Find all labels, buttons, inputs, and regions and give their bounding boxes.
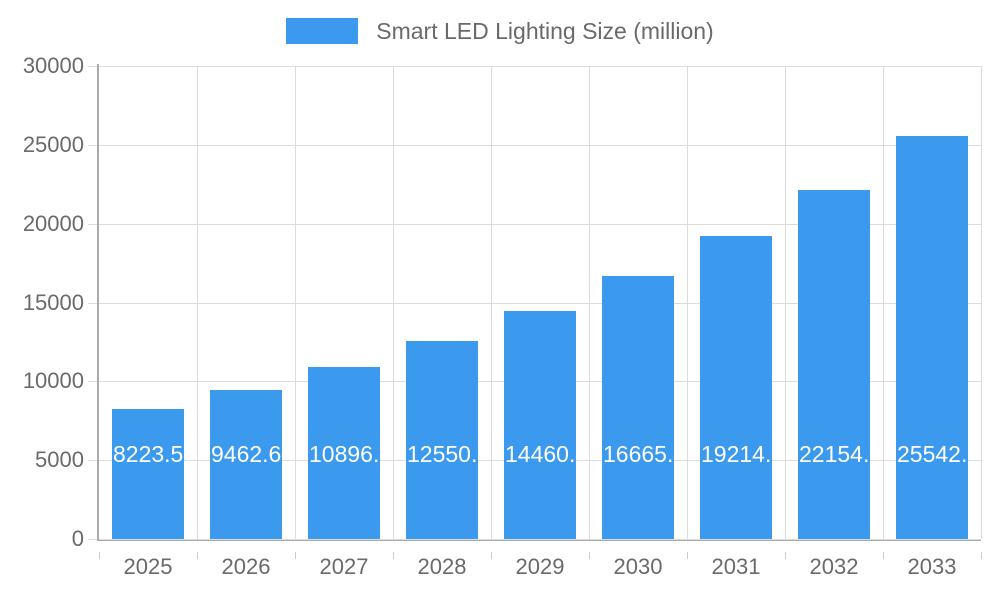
x-axis-tick-label: 2031 <box>711 554 761 579</box>
x-axis-tick-label: 2026 <box>221 554 271 579</box>
y-axis-tick-mark <box>88 66 98 67</box>
y-axis-tick-mark <box>88 460 98 462</box>
gridline-horizontal <box>99 145 981 146</box>
chart-legend[interactable]: Smart LED Lighting Size (million) <box>0 14 1000 48</box>
bar[interactable] <box>210 390 282 539</box>
y-axis-tick-label: 10000 <box>22 368 84 394</box>
y-axis-tick-mark <box>88 539 98 540</box>
bar[interactable] <box>406 341 478 539</box>
x-axis-tick-label: 2032 <box>809 554 859 579</box>
bar[interactable] <box>602 276 674 539</box>
legend-color-swatch[interactable] <box>286 18 359 44</box>
x-axis-tick-labels: 2025 2026 2027 2028 2029 2030 2031 2032 2033 <box>99 552 982 586</box>
plot-area: 8223.59462.610896.112550.814460.416665.4… <box>99 66 982 540</box>
legend-series-label[interactable]: Smart LED Lighting Size (million) <box>376 18 714 44</box>
gridline-vertical <box>785 66 786 539</box>
x-axis-tick-mark <box>687 552 688 559</box>
gridline-vertical <box>393 66 394 539</box>
x-axis-tick-label: 2030 <box>613 554 663 579</box>
x-axis-tick-mark <box>393 552 394 559</box>
y-axis-tick-label: 30000 <box>22 53 84 78</box>
bar[interactable] <box>798 190 870 539</box>
bar[interactable] <box>700 236 772 539</box>
x-axis-tick-mark <box>197 552 198 559</box>
gridline-vertical <box>981 66 982 539</box>
x-axis-line <box>99 539 981 541</box>
bar[interactable] <box>504 311 576 539</box>
gridline-horizontal <box>99 66 981 67</box>
gridline-vertical <box>295 66 296 539</box>
x-axis-tick-label: 2029 <box>515 554 565 579</box>
x-axis-tick-mark <box>295 552 296 559</box>
bar[interactable] <box>308 367 380 539</box>
gridline-vertical <box>589 66 590 539</box>
y-axis-tick-label: 25000 <box>22 131 84 157</box>
gridline-horizontal <box>99 539 981 540</box>
x-axis-tick-mark <box>981 552 982 559</box>
x-axis-tick-mark <box>99 552 100 559</box>
x-axis-tick-label: 2027 <box>319 554 369 579</box>
y-axis-tick-mark <box>88 223 98 225</box>
y-axis-tick-labels: 0 5000 10000 15000 20000 25000 30000 <box>0 0 98 600</box>
y-axis-tick-label: 0 <box>71 526 84 551</box>
gridline-vertical <box>687 66 688 539</box>
gridline-vertical <box>883 66 884 539</box>
y-axis-tick-mark <box>88 302 98 304</box>
gridline-vertical <box>491 66 492 539</box>
y-axis-line <box>97 64 99 541</box>
x-axis-tick-label: 2028 <box>417 554 467 579</box>
y-axis-tick-label: 5000 <box>35 447 84 473</box>
x-axis-tick-mark <box>491 552 492 559</box>
x-axis-tick-label: 2025 <box>123 554 173 579</box>
y-axis-tick-label: 15000 <box>22 289 84 315</box>
bar[interactable] <box>112 409 184 539</box>
bar[interactable] <box>896 136 968 539</box>
gridline-horizontal <box>99 224 981 225</box>
y-axis-tick-mark <box>88 144 98 146</box>
y-axis-tick-mark <box>88 381 98 383</box>
y-axis-tick-label: 20000 <box>22 210 84 236</box>
gridline-horizontal <box>99 303 981 304</box>
gridline-vertical <box>197 66 198 539</box>
x-axis-tick-mark <box>589 552 590 559</box>
x-axis-tick-mark <box>883 552 884 559</box>
x-axis-tick-mark <box>785 552 786 559</box>
x-axis-tick-label: 2033 <box>907 554 957 579</box>
